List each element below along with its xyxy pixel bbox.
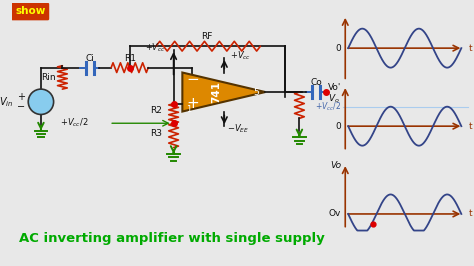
Text: 741: 741 xyxy=(211,81,221,103)
Text: +: + xyxy=(18,92,26,102)
Text: RF: RF xyxy=(201,32,212,41)
Text: $V_{in}$: $V_{in}$ xyxy=(0,95,14,109)
Text: t: t xyxy=(469,122,473,131)
Text: 5: 5 xyxy=(254,88,259,97)
Text: 1: 1 xyxy=(186,105,191,114)
Text: $+V_{cc}$: $+V_{cc}$ xyxy=(145,42,165,54)
Text: −: − xyxy=(18,102,26,112)
Text: AC inverting amplifier with single supply: AC inverting amplifier with single suppl… xyxy=(19,232,325,245)
Polygon shape xyxy=(182,73,265,111)
Text: R2: R2 xyxy=(150,106,162,115)
Text: −: − xyxy=(186,72,199,87)
Text: R3: R3 xyxy=(150,129,162,138)
Text: 0: 0 xyxy=(336,122,341,131)
Text: Vo': Vo' xyxy=(328,83,341,92)
Text: R1: R1 xyxy=(124,54,136,63)
Text: Ov: Ov xyxy=(329,209,341,218)
Text: t: t xyxy=(469,44,473,53)
Text: $V_o$: $V_o$ xyxy=(328,93,339,105)
Text: Vo: Vo xyxy=(330,161,341,170)
Text: t: t xyxy=(469,209,473,218)
Text: Ci: Ci xyxy=(85,54,94,63)
Text: $+V_{cc}/2$: $+V_{cc}/2$ xyxy=(315,100,341,113)
Text: Co: Co xyxy=(310,78,322,87)
Circle shape xyxy=(28,89,54,114)
Text: $-V_{EE}$: $-V_{EE}$ xyxy=(227,123,249,135)
Text: Rin: Rin xyxy=(41,73,56,82)
Text: 0: 0 xyxy=(336,44,341,53)
Text: +: + xyxy=(186,96,199,111)
Text: show: show xyxy=(16,6,46,16)
Text: $+V_{cc}/2$: $+V_{cc}/2$ xyxy=(61,117,89,130)
Text: $+V_{cc}$: $+V_{cc}$ xyxy=(230,50,251,62)
FancyBboxPatch shape xyxy=(11,3,49,20)
